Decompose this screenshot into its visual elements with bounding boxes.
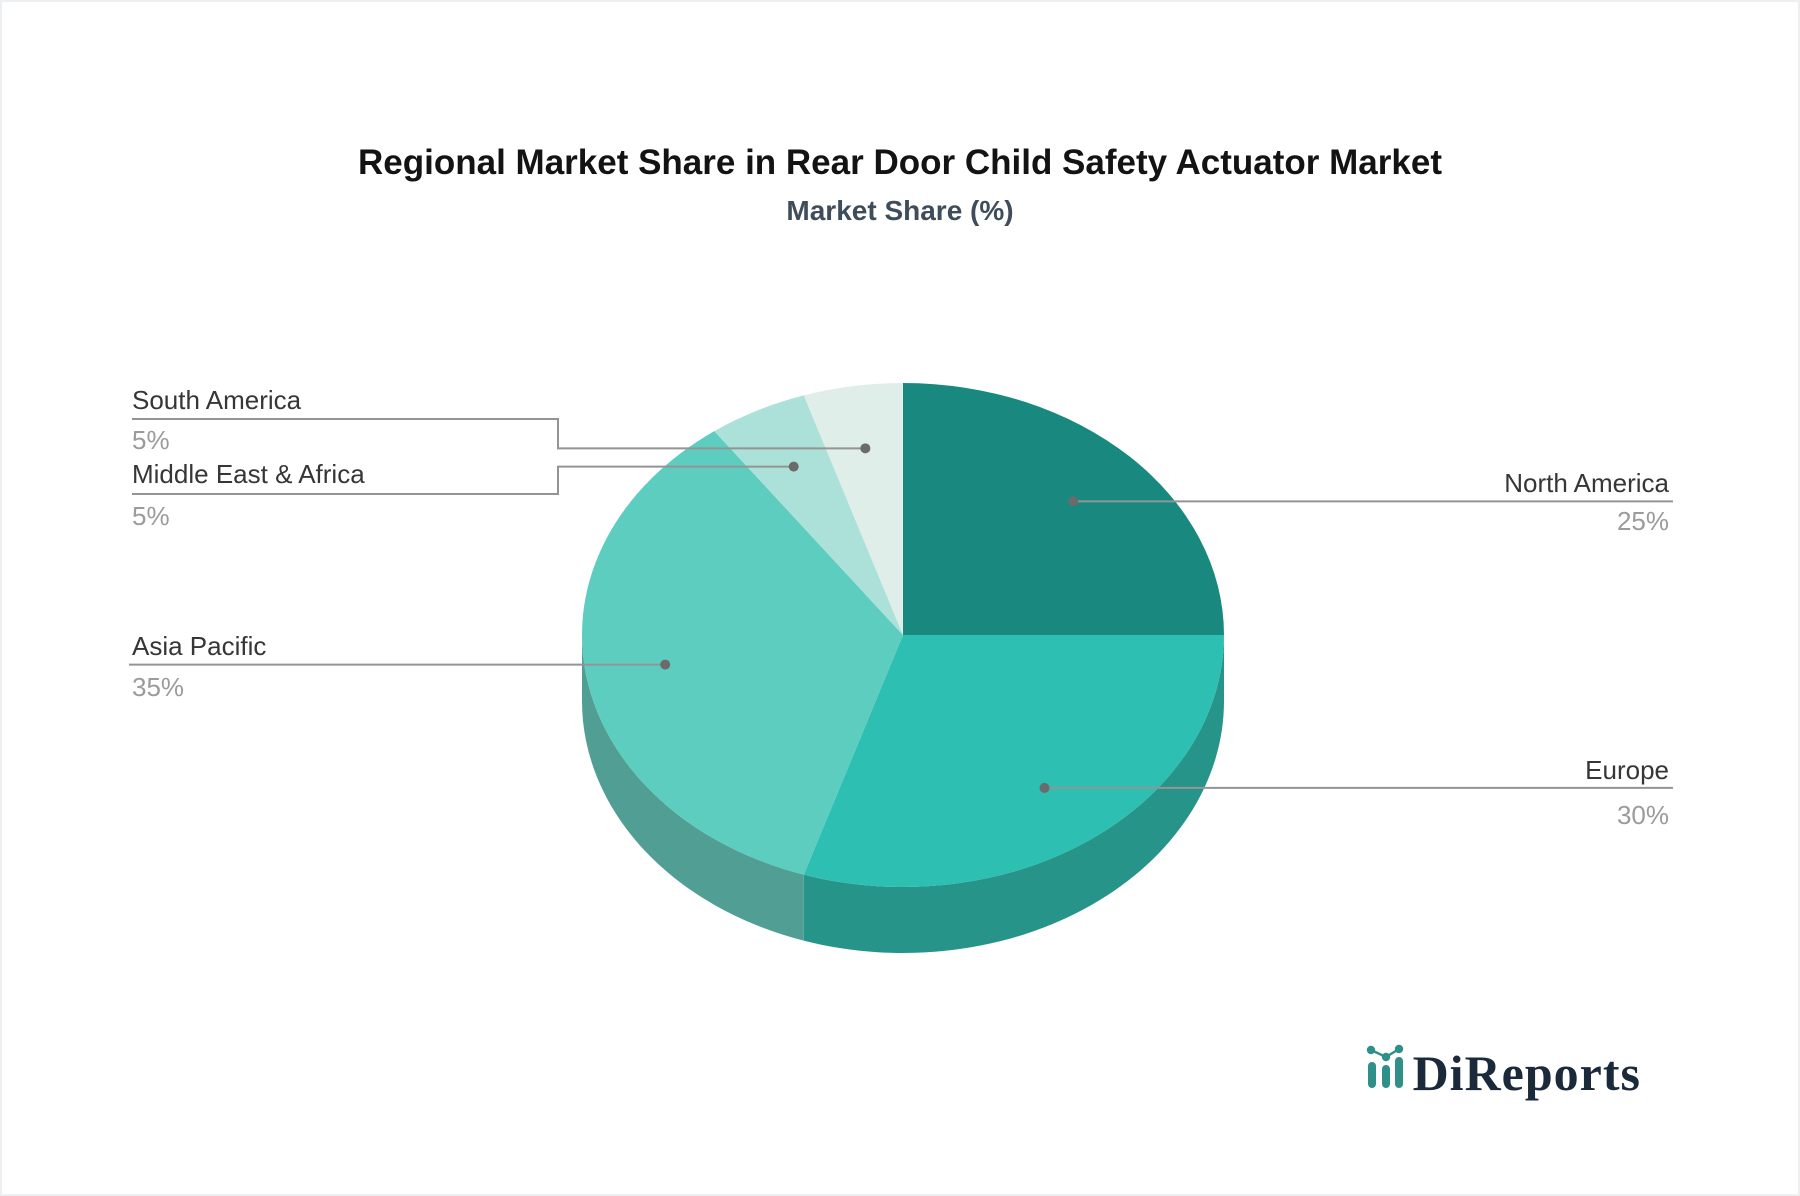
value-asia-pacific: 35% — [132, 672, 185, 702]
callout-dot-middle-east-africa — [788, 461, 799, 472]
label-south-america: South America — [132, 385, 302, 415]
label-north-america: North America — [1504, 468, 1669, 498]
pie-slice-south-america — [803, 383, 903, 635]
pie-slice-asia-pacific — [581, 431, 903, 875]
pie-side-asia-pacific — [582, 635, 804, 941]
pie-slice-north-america — [903, 383, 1224, 635]
chart-title: Regional Market Share in Rear Door Child… — [358, 143, 1442, 182]
value-middle-east-africa: 5% — [132, 501, 170, 531]
value-south-america: 5% — [132, 425, 170, 455]
callout-dot-europe — [1039, 782, 1050, 793]
pie-side-europe — [803, 635, 1224, 954]
callout-dot-south-america — [860, 443, 871, 454]
callout-line-south-america — [132, 418, 866, 450]
callout-dot-asia-pacific — [660, 659, 671, 670]
label-middle-east-africa: Middle East & Africa — [132, 459, 365, 489]
direports-logo: DiReports — [1366, 1040, 1641, 1098]
callout-line-middle-east-africa — [132, 465, 794, 495]
chart-subtitle: Market Share (%) — [786, 195, 1014, 226]
logo-wordmark: DiReports — [1412, 1045, 1641, 1101]
bar-line-chart-icon — [1366, 1044, 1403, 1088]
label-europe: Europe — [1585, 755, 1669, 785]
pie-slice-europe — [803, 635, 1224, 887]
pie-slice-middle-east-africa — [714, 395, 903, 635]
value-europe: 30% — [1616, 800, 1669, 830]
label-asia-pacific: Asia Pacific — [132, 631, 267, 661]
callout-dot-north-america — [1068, 496, 1079, 507]
value-north-america: 25% — [1616, 506, 1669, 536]
